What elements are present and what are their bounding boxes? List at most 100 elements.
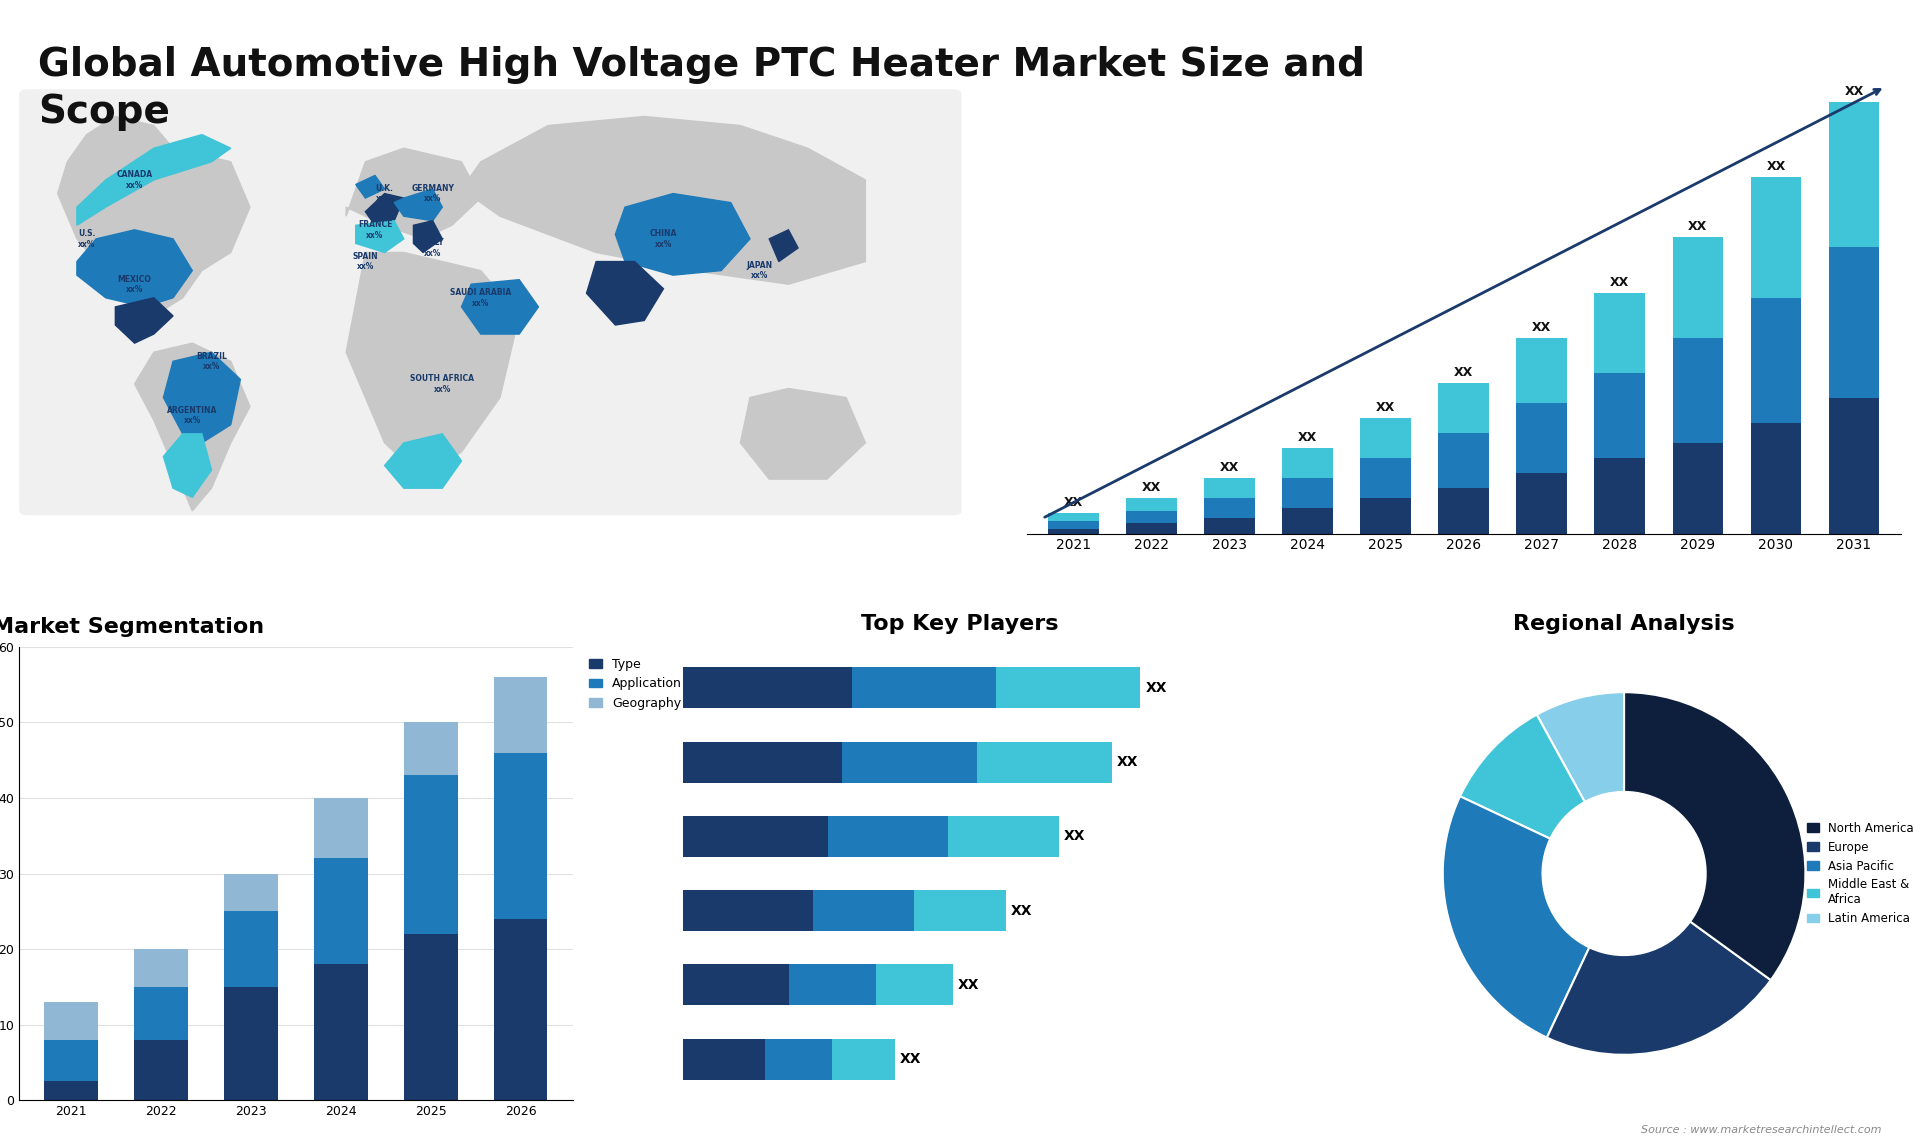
Text: MARKET
RESEARCH
INTELLECT: MARKET RESEARCH INTELLECT bbox=[1822, 56, 1882, 93]
Text: XX: XX bbox=[1064, 496, 1083, 510]
Bar bbox=[684, 667, 852, 708]
Title: Regional Analysis: Regional Analysis bbox=[1513, 614, 1736, 634]
Bar bbox=[1438, 383, 1490, 433]
Polygon shape bbox=[384, 434, 461, 488]
Text: U.S.
xx%: U.S. xx% bbox=[79, 229, 96, 249]
Polygon shape bbox=[461, 280, 538, 335]
Text: JAPAN
xx%: JAPAN xx% bbox=[747, 261, 772, 281]
Bar bbox=[225, 987, 278, 1100]
Polygon shape bbox=[586, 261, 664, 325]
Wedge shape bbox=[1459, 715, 1584, 839]
Bar bbox=[1048, 528, 1098, 534]
Text: XX: XX bbox=[1298, 431, 1317, 445]
Bar bbox=[1751, 423, 1801, 534]
Bar bbox=[1048, 513, 1098, 521]
Legend: North America, Europe, Asia Pacific, Middle East &
Africa, Latin America: North America, Europe, Asia Pacific, Mid… bbox=[1803, 817, 1918, 931]
Bar bbox=[313, 858, 369, 964]
Text: XX: XX bbox=[1064, 830, 1085, 843]
Bar bbox=[44, 1002, 98, 1039]
Bar bbox=[1048, 521, 1098, 528]
Text: XX: XX bbox=[1010, 904, 1033, 918]
Text: SAUDI ARABIA
xx%: SAUDI ARABIA xx% bbox=[449, 288, 511, 307]
Bar bbox=[134, 1039, 188, 1100]
Bar bbox=[493, 753, 547, 919]
Bar bbox=[493, 919, 547, 1100]
Polygon shape bbox=[134, 343, 250, 511]
Bar bbox=[225, 873, 278, 911]
Text: ARGENTINA
xx%: ARGENTINA xx% bbox=[167, 406, 217, 425]
Bar bbox=[1359, 458, 1411, 499]
Bar bbox=[1283, 509, 1332, 534]
Polygon shape bbox=[355, 221, 403, 252]
Bar bbox=[1283, 448, 1332, 478]
Polygon shape bbox=[413, 221, 442, 252]
Bar bbox=[313, 964, 369, 1100]
Bar bbox=[134, 949, 188, 987]
Bar bbox=[996, 667, 1140, 708]
Bar bbox=[1359, 499, 1411, 534]
Text: XX: XX bbox=[958, 978, 979, 992]
Polygon shape bbox=[394, 189, 442, 221]
Bar bbox=[1127, 499, 1177, 511]
Bar bbox=[1828, 398, 1880, 534]
Bar bbox=[828, 816, 948, 857]
Bar bbox=[684, 816, 828, 857]
Bar bbox=[493, 677, 547, 753]
Bar bbox=[1594, 292, 1645, 372]
Bar bbox=[1594, 458, 1645, 534]
Wedge shape bbox=[1536, 692, 1624, 802]
FancyBboxPatch shape bbox=[19, 89, 962, 516]
Polygon shape bbox=[365, 194, 403, 226]
Polygon shape bbox=[355, 175, 384, 198]
Bar bbox=[1672, 444, 1724, 534]
Bar bbox=[1204, 478, 1256, 499]
Polygon shape bbox=[58, 117, 250, 316]
Bar bbox=[225, 911, 278, 987]
Bar bbox=[1672, 237, 1724, 338]
Text: XX: XX bbox=[1611, 275, 1630, 289]
Text: MEXICO
xx%: MEXICO xx% bbox=[117, 275, 152, 293]
Bar bbox=[684, 890, 814, 931]
Bar bbox=[313, 798, 369, 858]
Bar bbox=[843, 741, 977, 783]
Text: FRANCE
xx%: FRANCE xx% bbox=[357, 220, 392, 240]
Text: XX: XX bbox=[1219, 462, 1238, 474]
Text: XX: XX bbox=[1142, 481, 1162, 494]
Polygon shape bbox=[616, 194, 751, 275]
Title: Top Key Players: Top Key Players bbox=[862, 614, 1058, 634]
Polygon shape bbox=[163, 434, 211, 497]
Text: XX: XX bbox=[1453, 366, 1473, 379]
Bar bbox=[789, 965, 876, 1005]
Bar bbox=[44, 1082, 98, 1100]
Bar bbox=[876, 965, 952, 1005]
Bar bbox=[134, 987, 188, 1039]
Bar bbox=[852, 667, 996, 708]
Text: XX: XX bbox=[1532, 321, 1551, 333]
Bar bbox=[1828, 102, 1880, 248]
Polygon shape bbox=[770, 230, 799, 261]
Text: XX: XX bbox=[1845, 85, 1864, 97]
Polygon shape bbox=[461, 117, 866, 284]
Polygon shape bbox=[115, 298, 173, 343]
Bar bbox=[1204, 518, 1256, 534]
Polygon shape bbox=[741, 388, 866, 479]
Text: XX: XX bbox=[1116, 755, 1139, 769]
Bar bbox=[1517, 338, 1567, 403]
Text: SPAIN
xx%: SPAIN xx% bbox=[353, 252, 378, 272]
Polygon shape bbox=[77, 230, 192, 307]
Text: XX: XX bbox=[1144, 681, 1167, 694]
Bar bbox=[1751, 178, 1801, 298]
Legend: Type, Application, Geography: Type, Application, Geography bbox=[584, 653, 687, 715]
Text: XX: XX bbox=[1766, 160, 1786, 173]
Text: SOUTH AFRICA
xx%: SOUTH AFRICA xx% bbox=[411, 375, 474, 393]
Bar bbox=[948, 816, 1058, 857]
Bar bbox=[1127, 524, 1177, 534]
Bar bbox=[1438, 433, 1490, 488]
Bar bbox=[1594, 372, 1645, 458]
Wedge shape bbox=[1624, 692, 1805, 980]
Bar bbox=[684, 1038, 764, 1080]
Text: Source : www.marketresearchintellect.com: Source : www.marketresearchintellect.com bbox=[1642, 1124, 1882, 1135]
Text: XX: XX bbox=[900, 1052, 922, 1066]
Bar bbox=[684, 741, 843, 783]
Bar bbox=[1517, 473, 1567, 534]
